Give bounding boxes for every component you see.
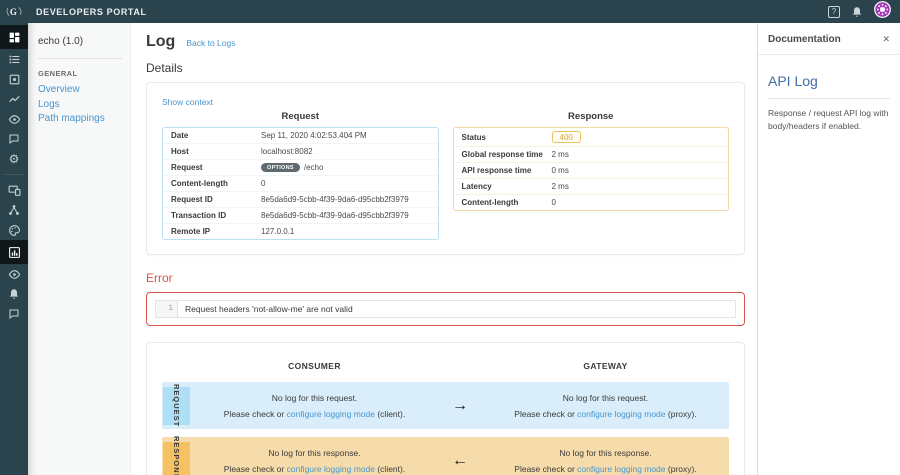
consumer-column-header: CONSUMER bbox=[288, 361, 341, 372]
arrow-right-icon: → bbox=[452, 396, 468, 414]
error-message-line: 1 Request headers 'not-allow-me' are not… bbox=[155, 300, 736, 319]
response-log-row: RESPONSE No log for this response. Pleas… bbox=[162, 436, 729, 475]
show-context-link[interactable]: Show context bbox=[162, 97, 214, 107]
table-row: Date Sep 11, 2020 4:02:53.404 PM bbox=[163, 128, 438, 144]
share-icon[interactable] bbox=[0, 200, 28, 220]
table-row: Request OPTIONS/echo bbox=[163, 160, 438, 177]
table-row: Remote IP 127.0.0.1 bbox=[171, 227, 295, 237]
gateway-response-cell: No log for this response. Please check o… bbox=[514, 447, 697, 474]
settings-gear-icon[interactable]: ⚙ bbox=[8, 152, 20, 166]
table-row: Status 400 bbox=[453, 128, 728, 147]
consumer-response-cell: No log for this response. Please check o… bbox=[223, 447, 406, 474]
line-number: 1 bbox=[156, 301, 178, 318]
configure-logging-mode-link[interactable]: configure logging mode bbox=[286, 408, 375, 419]
error-message: Request headers 'not-allow-me' are not v… bbox=[185, 304, 353, 315]
help-icon[interactable]: ? bbox=[828, 5, 840, 18]
table-row: Global response time 2 ms bbox=[453, 147, 728, 163]
consumer-request-cell: No log for this request. Please check or… bbox=[223, 392, 406, 419]
request-table: Date Sep 11, 2020 4:02:53.404 PM Host lo… bbox=[162, 127, 439, 241]
palette-icon[interactable] bbox=[0, 220, 28, 240]
rail-divider bbox=[5, 174, 23, 175]
configure-logging-mode-link[interactable]: configure logging mode bbox=[577, 463, 666, 474]
request-side-label: REQUEST bbox=[163, 384, 190, 428]
response-table-title: Response bbox=[568, 111, 614, 122]
sidebar-item-path-mappings[interactable]: Path mappings bbox=[38, 113, 105, 124]
sidebar-item-overview[interactable]: Overview bbox=[38, 84, 80, 95]
svg-text:G: G bbox=[10, 7, 17, 17]
icon-rail: ⚙ bbox=[0, 23, 28, 475]
response-side-label: RESPONSE bbox=[163, 436, 190, 475]
documentation-panel: Documentation ✕ API Log Response / reque… bbox=[757, 23, 900, 475]
back-to-logs-link[interactable]: Back to Logs bbox=[186, 38, 236, 48]
sidebar: echo (1.0) GENERAL Overview Logs Path ma… bbox=[28, 23, 131, 475]
notifications-bell-icon[interactable] bbox=[0, 284, 28, 304]
response-table: Status 400 Global response time 2 ms API… bbox=[452, 127, 729, 211]
gateway-request-cell: No log for this request. Please check or… bbox=[514, 392, 697, 419]
documentation-title: Documentation bbox=[768, 34, 841, 45]
api-name: echo (1.0) bbox=[38, 36, 84, 47]
request-table-title: Request bbox=[281, 111, 319, 122]
gateway-column-header: GATEWAY bbox=[583, 361, 628, 372]
doc-section-heading: API Log bbox=[768, 73, 818, 89]
table-row: Content-length 0 bbox=[461, 198, 556, 207]
close-icon[interactable]: ✕ bbox=[882, 34, 890, 44]
portal-title: DEVELOPERS PORTAL bbox=[36, 6, 147, 17]
configure-logging-mode-link[interactable]: configure logging mode bbox=[286, 463, 375, 474]
eye-icon[interactable] bbox=[0, 264, 28, 284]
table-row: Content-length 0 bbox=[163, 176, 438, 193]
notifications-bell-icon[interactable] bbox=[851, 6, 863, 18]
error-heading: Error bbox=[146, 271, 173, 286]
list-icon[interactable] bbox=[0, 49, 28, 69]
sidebar-item-logs[interactable]: Logs bbox=[38, 98, 60, 110]
table-row: Latency 2 ms bbox=[453, 179, 728, 195]
main-content: Log Back to Logs Details Show context Re… bbox=[131, 23, 757, 475]
configure-logging-mode-link[interactable]: configure logging mode bbox=[577, 408, 666, 419]
gravitee-logo[interactable]: G bbox=[0, 4, 28, 19]
request-log-row: REQUEST No log for this request. Please … bbox=[162, 382, 729, 430]
doc-description: Response / request API log with body/hea… bbox=[768, 108, 889, 131]
page-title: Log bbox=[146, 33, 176, 50]
top-bar: G DEVELOPERS PORTAL ? bbox=[0, 0, 900, 23]
http-method-badge: OPTIONS bbox=[261, 163, 300, 173]
sidebar-divider bbox=[38, 58, 122, 59]
doc-divider bbox=[768, 98, 890, 99]
dashboard-icon[interactable] bbox=[0, 25, 28, 49]
bar-chart-icon[interactable] bbox=[0, 240, 28, 264]
chat-icon[interactable] bbox=[0, 304, 28, 324]
table-row: Request ID 8e5da6d9-5cbb-4f39-9da6-d95cb… bbox=[163, 192, 438, 209]
eye-icon[interactable] bbox=[0, 109, 28, 129]
table-row: Host localhost:8082 bbox=[163, 144, 438, 160]
user-avatar[interactable] bbox=[874, 0, 891, 23]
analytics-line-icon[interactable] bbox=[0, 89, 28, 109]
details-heading: Details bbox=[146, 61, 183, 75]
table-row: Transaction ID 8e5da6d9-5cbb-4f39-9da6-d… bbox=[163, 208, 438, 225]
status-badge: 400 bbox=[551, 131, 581, 143]
arrow-left-icon: ← bbox=[452, 451, 468, 469]
error-box: 1 Request headers 'not-allow-me' are not… bbox=[146, 292, 745, 327]
details-card: Show context Request Date Sep 11, 2020 4… bbox=[146, 82, 745, 256]
messages-icon[interactable] bbox=[0, 129, 28, 149]
devices-icon[interactable] bbox=[0, 180, 28, 200]
logging-card: CONSUMER GATEWAY REQUEST No log for this… bbox=[146, 342, 745, 475]
sidebar-section-general: GENERAL bbox=[38, 69, 78, 78]
apis-module-icon[interactable] bbox=[0, 69, 28, 89]
table-row: API response time 0 ms bbox=[453, 163, 728, 179]
